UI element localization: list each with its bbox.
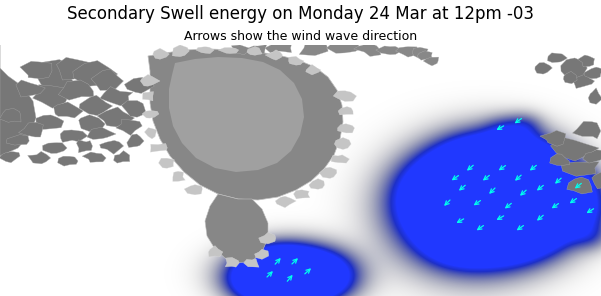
- Polygon shape: [73, 61, 118, 86]
- Polygon shape: [38, 59, 76, 91]
- Polygon shape: [196, 47, 214, 54]
- Polygon shape: [264, 41, 291, 53]
- Polygon shape: [205, 194, 268, 263]
- Polygon shape: [79, 115, 105, 132]
- Polygon shape: [535, 62, 552, 74]
- Polygon shape: [153, 48, 169, 59]
- Polygon shape: [28, 152, 50, 164]
- Polygon shape: [97, 107, 135, 127]
- Polygon shape: [91, 69, 123, 90]
- Polygon shape: [142, 111, 159, 118]
- Polygon shape: [561, 162, 599, 176]
- Polygon shape: [58, 80, 94, 100]
- Polygon shape: [265, 50, 282, 60]
- Polygon shape: [306, 65, 321, 75]
- Polygon shape: [60, 130, 88, 142]
- Polygon shape: [247, 46, 262, 55]
- Polygon shape: [148, 49, 343, 200]
- Polygon shape: [142, 92, 154, 101]
- Polygon shape: [16, 80, 45, 97]
- Polygon shape: [225, 258, 239, 267]
- Polygon shape: [548, 53, 567, 62]
- Text: Arrows show the wind wave direction: Arrows show the wind wave direction: [184, 30, 417, 44]
- Polygon shape: [6, 135, 29, 145]
- Polygon shape: [319, 167, 337, 178]
- Polygon shape: [121, 101, 146, 117]
- Polygon shape: [100, 141, 124, 154]
- Polygon shape: [376, 46, 403, 55]
- Polygon shape: [338, 124, 355, 133]
- Polygon shape: [82, 152, 106, 162]
- Polygon shape: [592, 172, 601, 189]
- Polygon shape: [246, 44, 267, 54]
- Polygon shape: [243, 259, 259, 267]
- Polygon shape: [258, 232, 276, 244]
- Polygon shape: [293, 190, 310, 199]
- Polygon shape: [53, 102, 84, 118]
- Polygon shape: [326, 41, 361, 53]
- Polygon shape: [43, 143, 67, 153]
- Polygon shape: [417, 51, 433, 60]
- Polygon shape: [19, 122, 43, 137]
- Polygon shape: [551, 137, 599, 161]
- Polygon shape: [338, 107, 353, 115]
- Polygon shape: [209, 246, 223, 257]
- Polygon shape: [116, 119, 142, 136]
- Polygon shape: [218, 47, 239, 54]
- Polygon shape: [231, 45, 250, 55]
- Polygon shape: [0, 152, 20, 163]
- Polygon shape: [423, 57, 439, 66]
- Polygon shape: [172, 171, 185, 181]
- Polygon shape: [573, 121, 601, 139]
- Polygon shape: [353, 43, 381, 57]
- Polygon shape: [584, 67, 601, 79]
- Polygon shape: [309, 178, 325, 189]
- Polygon shape: [127, 134, 144, 147]
- Polygon shape: [583, 150, 601, 163]
- Polygon shape: [114, 151, 130, 163]
- Polygon shape: [0, 108, 21, 122]
- Polygon shape: [572, 72, 594, 89]
- Polygon shape: [412, 47, 428, 59]
- Polygon shape: [36, 115, 64, 129]
- Polygon shape: [144, 128, 156, 139]
- Polygon shape: [334, 138, 351, 149]
- Polygon shape: [578, 55, 594, 67]
- Polygon shape: [56, 57, 94, 80]
- Polygon shape: [0, 45, 36, 156]
- Polygon shape: [333, 91, 356, 102]
- Polygon shape: [169, 57, 304, 172]
- Polygon shape: [288, 56, 304, 65]
- Polygon shape: [563, 71, 577, 84]
- Polygon shape: [331, 155, 349, 163]
- Polygon shape: [76, 140, 93, 153]
- Text: Secondary Swell energy on Monday 24 Mar at 12pm -03: Secondary Swell energy on Monday 24 Mar …: [67, 5, 534, 23]
- Polygon shape: [255, 249, 269, 259]
- Polygon shape: [588, 88, 601, 104]
- Polygon shape: [141, 74, 160, 86]
- Polygon shape: [550, 154, 570, 165]
- Polygon shape: [32, 85, 68, 108]
- Polygon shape: [159, 158, 174, 168]
- Polygon shape: [150, 144, 167, 152]
- Polygon shape: [124, 77, 154, 94]
- Polygon shape: [79, 95, 112, 115]
- Polygon shape: [299, 42, 328, 56]
- Polygon shape: [275, 196, 296, 208]
- Polygon shape: [100, 86, 133, 106]
- Polygon shape: [58, 156, 78, 166]
- Polygon shape: [395, 46, 418, 57]
- Polygon shape: [172, 45, 189, 57]
- Polygon shape: [561, 58, 587, 78]
- Polygon shape: [87, 127, 116, 139]
- Polygon shape: [20, 61, 52, 79]
- Polygon shape: [540, 131, 566, 146]
- Polygon shape: [184, 185, 203, 195]
- Polygon shape: [567, 177, 593, 194]
